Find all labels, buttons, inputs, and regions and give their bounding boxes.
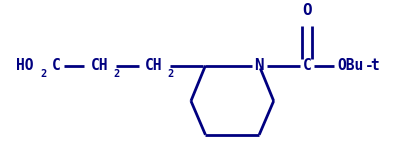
Text: 2: 2 [167, 69, 173, 79]
Text: 2: 2 [113, 69, 120, 79]
Text: CH: CH [145, 58, 163, 73]
Text: HO: HO [16, 58, 34, 73]
Text: N: N [254, 58, 264, 73]
Text: C: C [52, 58, 61, 73]
Text: -: - [365, 58, 374, 73]
Text: O: O [302, 3, 312, 18]
Text: 2: 2 [40, 69, 46, 79]
Text: OBu: OBu [338, 58, 364, 73]
Text: C: C [303, 58, 311, 73]
Text: t: t [370, 58, 379, 73]
Text: CH: CH [91, 58, 109, 73]
